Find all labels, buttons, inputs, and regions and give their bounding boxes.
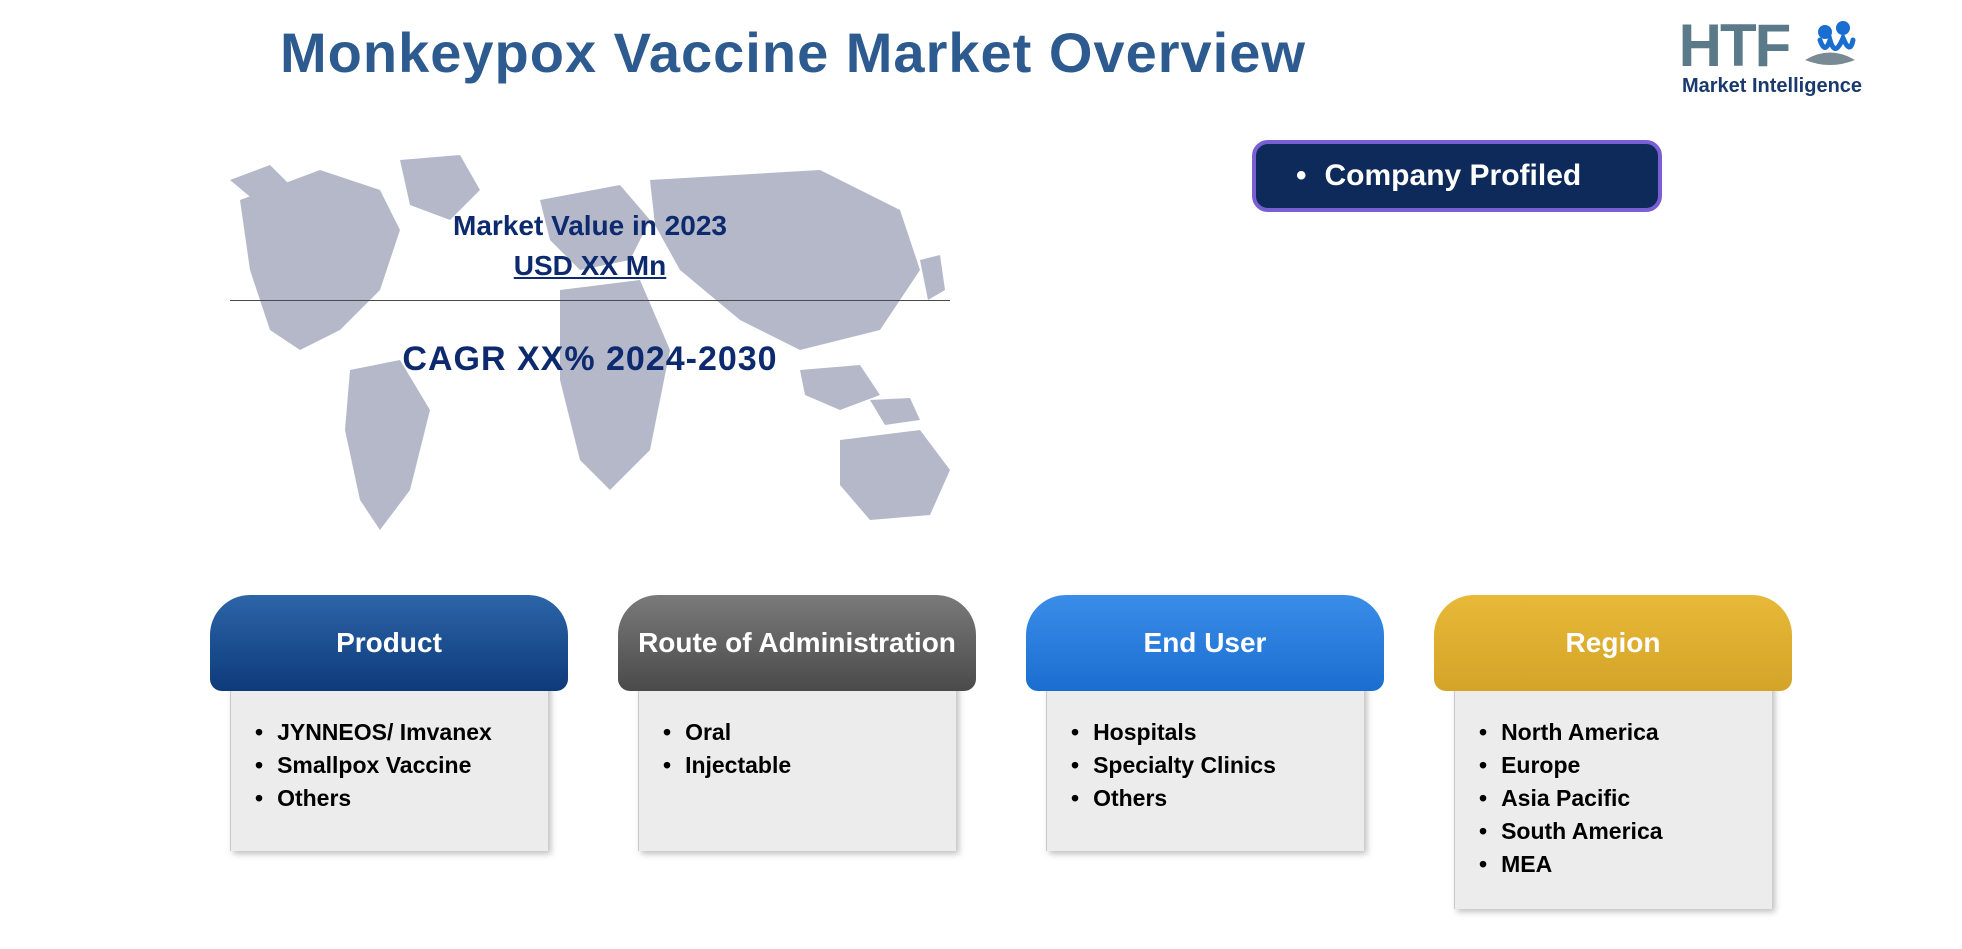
segment-header-region: Region [1434, 595, 1792, 691]
cagr-text: CAGR XX% 2024-2030 [200, 340, 980, 379]
segment-item: JYNNEOS/ Imvanex [255, 716, 524, 749]
segment-card-product: ProductJYNNEOS/ ImvanexSmallpox VaccineO… [200, 595, 578, 909]
map-divider [230, 300, 950, 301]
segment-card-region: RegionNorth AmericaEuropeAsia PacificSou… [1424, 595, 1802, 909]
segment-cards-row: ProductJYNNEOS/ ImvanexSmallpox VaccineO… [200, 595, 1802, 909]
page-title: Monkeypox Vaccine Market Overview [280, 20, 1306, 85]
segment-body-product: JYNNEOS/ ImvanexSmallpox VaccineOthers [230, 671, 548, 851]
segment-header-enduser: End User [1026, 595, 1384, 691]
segment-item: Oral [663, 716, 932, 749]
segment-item: Specialty Clinics [1071, 749, 1340, 782]
market-value-label: Market Value in 2023 [200, 210, 980, 242]
market-value: USD XX Mn [200, 250, 980, 282]
segment-body-route: OralInjectable [638, 671, 956, 851]
segment-item: MEA [1479, 848, 1748, 881]
segment-header-route: Route of Administration [618, 595, 976, 691]
segment-card-enduser: End UserHospitalsSpecialty ClinicsOthers [1016, 595, 1394, 909]
segment-item: Others [255, 782, 524, 815]
segment-item: Others [1071, 782, 1340, 815]
segment-item: Injectable [663, 749, 932, 782]
segment-card-route: Route of AdministrationOralInjectable [608, 595, 986, 909]
segment-item: Europe [1479, 749, 1748, 782]
segment-item: South America [1479, 815, 1748, 848]
segment-body-enduser: HospitalsSpecialty ClinicsOthers [1046, 671, 1364, 851]
segment-body-region: North AmericaEuropeAsia PacificSouth Ame… [1454, 671, 1772, 909]
logo-text: HTF [1679, 11, 1790, 80]
company-profiled-box: Company Profiled [1252, 140, 1662, 212]
world-map-area: Market Value in 2023 USD XX Mn CAGR XX% … [200, 150, 980, 550]
segment-header-product: Product [210, 595, 568, 691]
people-swoosh-icon [1795, 10, 1865, 80]
segment-item: Smallpox Vaccine [255, 749, 524, 782]
segment-item: Asia Pacific [1479, 782, 1748, 815]
htf-logo: HTF Market Intelligence [1642, 10, 1902, 130]
segment-item: North America [1479, 716, 1748, 749]
company-profiled-label: Company Profiled [1325, 159, 1582, 193]
segment-item: Hospitals [1071, 716, 1340, 749]
